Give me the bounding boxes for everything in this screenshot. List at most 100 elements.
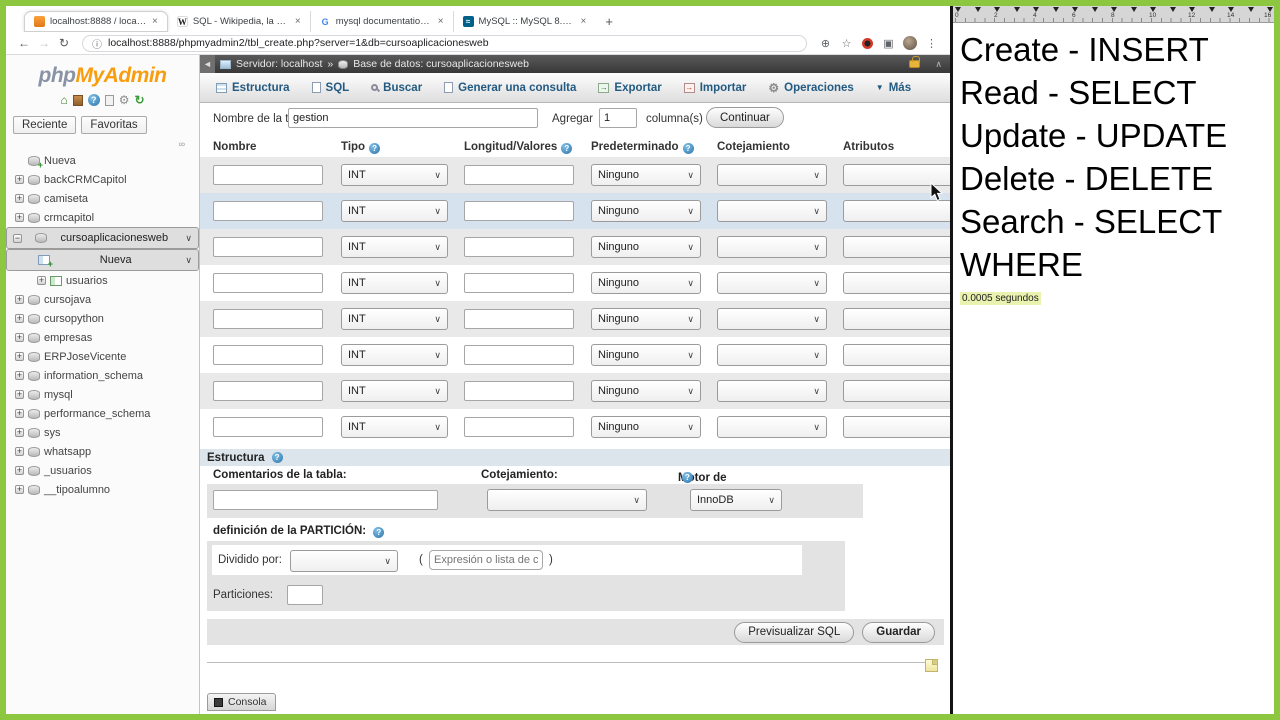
breadcrumb-server[interactable]: Servidor: localhost (236, 58, 323, 70)
column-type-select[interactable]: INT (341, 308, 448, 330)
column-type-select[interactable]: INT (341, 272, 448, 294)
forward-icon[interactable]: → (38, 36, 50, 50)
expand-icon[interactable] (15, 295, 24, 304)
column-length-input[interactable] (464, 165, 574, 185)
reload-icon[interactable]: ↻ (58, 36, 70, 50)
table-comments-input[interactable] (213, 490, 438, 510)
partition-by-select[interactable] (290, 550, 398, 572)
browser-menu-icon[interactable]: ⋮ (926, 37, 937, 50)
address-bar[interactable]: ⓘ localhost:8888/phpmyadmin2/tbl_create.… (82, 34, 807, 52)
expand-icon[interactable] (15, 314, 24, 323)
tab-mas[interactable]: Más (865, 73, 922, 102)
crud-notes-text[interactable]: Create - INSERT Read - SELECT Update - U… (953, 23, 1274, 286)
page-info-icon[interactable]: ⓘ (92, 39, 102, 51)
storage-engine-select[interactable]: InnoDB (690, 489, 782, 511)
tree-item-database[interactable]: performance_schema (6, 404, 199, 423)
column-collation-select[interactable] (717, 164, 827, 186)
help-icon[interactable] (561, 142, 573, 154)
partitions-count-input[interactable] (287, 585, 323, 605)
help-icon[interactable] (373, 527, 385, 538)
expand-icon[interactable] (15, 390, 24, 399)
save-button[interactable]: Guardar (862, 621, 935, 643)
browser-tab-phpmyadmin[interactable]: localhost:8888 / localhost / cu (24, 11, 168, 32)
open-new-window-icon[interactable] (925, 659, 938, 672)
column-collation-select[interactable] (717, 416, 827, 438)
column-collation-select[interactable] (717, 344, 827, 366)
column-collation-select[interactable] (717, 200, 827, 222)
tree-item-database[interactable]: mysql (6, 385, 199, 404)
close-tab-icon[interactable] (152, 16, 158, 27)
tree-item-database[interactable]: _usuarios (6, 461, 199, 480)
column-attributes-select[interactable] (843, 236, 950, 258)
expand-icon[interactable] (15, 447, 24, 456)
partition-expression-input[interactable] (429, 550, 543, 570)
help-icon[interactable] (682, 142, 694, 154)
column-default-select[interactable]: Ninguno (591, 344, 701, 366)
expand-icon[interactable] (15, 175, 24, 184)
column-default-select[interactable]: Ninguno (591, 200, 701, 222)
column-name-input[interactable] (213, 237, 323, 257)
collapse-panel-icon[interactable]: ∧ (935, 58, 942, 69)
link-icon[interactable]: ∞ (178, 139, 185, 149)
close-tab-icon[interactable] (438, 16, 444, 27)
column-attributes-select[interactable] (843, 272, 950, 294)
column-attributes-select[interactable] (843, 308, 950, 330)
documentation-icon[interactable] (104, 94, 114, 106)
profile-avatar[interactable] (903, 36, 917, 50)
zoom-icon[interactable]: ⊕ (820, 37, 831, 50)
tree-item-database[interactable]: cursojava (6, 290, 199, 309)
tab-exportar[interactable]: Exportar (587, 73, 672, 102)
column-type-select[interactable]: INT (341, 236, 448, 258)
column-collation-select[interactable] (717, 236, 827, 258)
column-name-input[interactable] (213, 417, 323, 437)
tab-generar-consulta[interactable]: Generar una consulta (433, 73, 587, 102)
column-attributes-select[interactable] (843, 200, 950, 222)
table-name-input[interactable] (288, 108, 538, 128)
column-length-input[interactable] (464, 309, 574, 329)
column-default-select[interactable]: Ninguno (591, 164, 701, 186)
logout-icon[interactable] (72, 94, 83, 106)
table-collation-select[interactable] (487, 489, 647, 511)
tab-buscar[interactable]: Buscar (360, 73, 433, 102)
column-name-input[interactable] (213, 165, 323, 185)
column-name-input[interactable] (213, 201, 323, 221)
column-default-select[interactable]: Ninguno (591, 308, 701, 330)
tree-item-database[interactable]: camiseta (6, 189, 199, 208)
column-length-input[interactable] (464, 237, 574, 257)
settings-gear-icon[interactable]: ⚙ (118, 93, 130, 107)
column-name-input[interactable] (213, 345, 323, 365)
help-icon[interactable]: ? (87, 94, 100, 106)
expand-icon[interactable] (15, 485, 24, 494)
collapse-icon[interactable] (13, 233, 22, 243)
column-collation-select[interactable] (717, 308, 827, 330)
close-tab-icon[interactable] (581, 16, 587, 27)
tree-item-table[interactable]: usuarios (6, 271, 199, 290)
extensions-puzzle-icon[interactable]: ▣ (883, 37, 894, 50)
column-default-select[interactable]: Ninguno (591, 416, 701, 438)
help-icon[interactable] (369, 142, 381, 154)
help-icon[interactable] (271, 452, 283, 463)
expand-icon[interactable] (15, 409, 24, 418)
tree-item-database[interactable]: __tipoalumno (6, 480, 199, 499)
breadcrumb-database[interactable]: Base de datos: cursoaplicacionesweb (353, 58, 529, 70)
expand-icon[interactable] (15, 333, 24, 342)
tab-importar[interactable]: Importar (673, 73, 758, 102)
column-default-select[interactable]: Ninguno (591, 272, 701, 294)
column-default-select[interactable]: Ninguno (591, 236, 701, 258)
column-type-select[interactable]: INT (341, 416, 448, 438)
column-type-select[interactable]: INT (341, 380, 448, 402)
continue-button[interactable]: Continuar (706, 107, 784, 128)
collapse-sidebar-icon[interactable]: ◄ (200, 55, 215, 73)
tree-item-database[interactable]: ERPJoseVicente (6, 347, 199, 366)
column-name-input[interactable] (213, 273, 323, 293)
tab-reciente[interactable]: Reciente (13, 116, 77, 134)
new-tab-button[interactable] (605, 14, 613, 32)
tree-item-database[interactable]: whatsapp (6, 442, 199, 461)
close-tab-icon[interactable] (295, 16, 301, 27)
tree-item-database[interactable]: empresas (6, 328, 199, 347)
expand-icon[interactable] (15, 213, 24, 222)
extension-icon[interactable] (862, 37, 873, 49)
tab-operaciones[interactable]: ⚙ Operaciones (768, 80, 854, 95)
tree-item-database[interactable]: sys (6, 423, 199, 442)
expand-icon[interactable] (15, 352, 24, 361)
